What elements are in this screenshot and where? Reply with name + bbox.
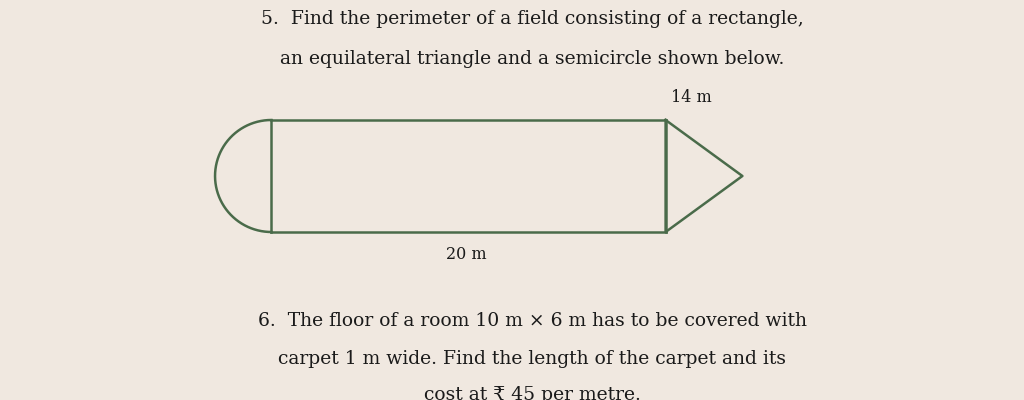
Text: cost at ₹ 45 per metre.: cost at ₹ 45 per metre. [424, 386, 641, 400]
Text: an equilateral triangle and a semicircle shown below.: an equilateral triangle and a semicircle… [281, 50, 784, 68]
Text: 14 m: 14 m [671, 89, 712, 106]
Text: 5.  Find the perimeter of a field consisting of a rectangle,: 5. Find the perimeter of a field consist… [261, 10, 804, 28]
Text: 6.  The floor of a room 10 m × 6 m has to be covered with: 6. The floor of a room 10 m × 6 m has to… [258, 312, 807, 330]
Text: 20 m: 20 m [445, 246, 486, 263]
Text: carpet 1 m wide. Find the length of the carpet and its: carpet 1 m wide. Find the length of the … [279, 350, 786, 368]
